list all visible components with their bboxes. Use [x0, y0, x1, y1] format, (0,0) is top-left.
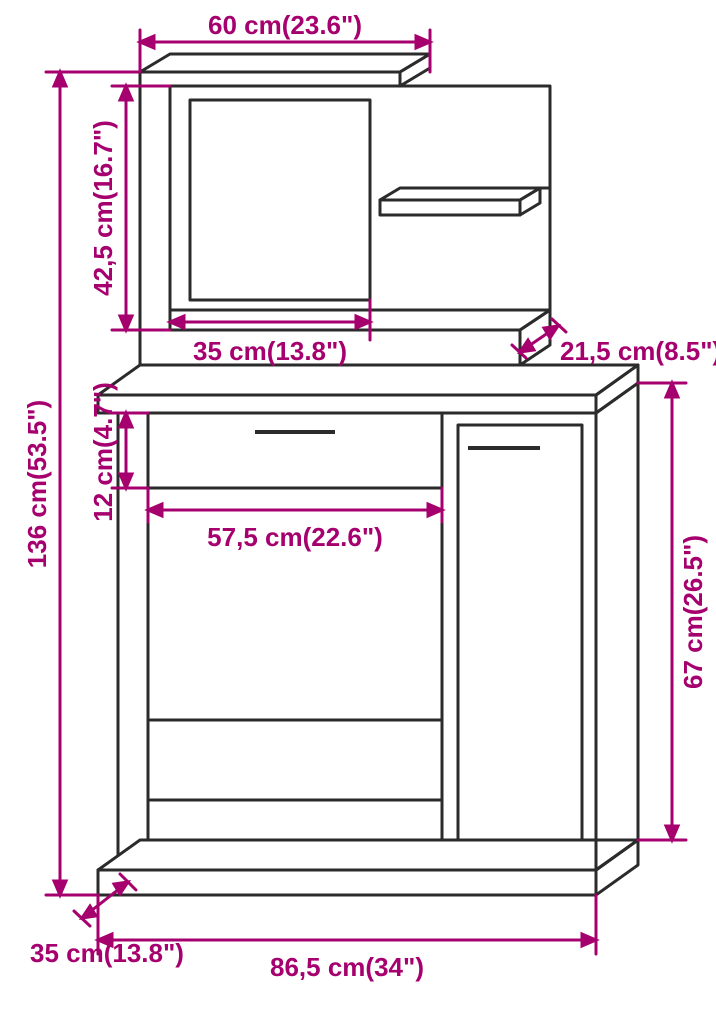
label-total-height: 136 cm(53.5") [22, 400, 52, 568]
label-drawer-width: 57,5 cm(22.6") [207, 522, 383, 552]
label-drawer-height: 12 cm(4.7") [88, 382, 118, 522]
furniture-outline [98, 54, 638, 895]
dimension-drawing: 60 cm(23.6") 42,5 cm(16.7") 136 cm(53.5"… [0, 0, 716, 1013]
dim-depth [74, 874, 136, 926]
label-mirror-height: 42,5 cm(16.7") [88, 120, 118, 296]
label-top-width: 60 cm(23.6") [208, 10, 362, 40]
label-depth: 35 cm(13.8") [30, 938, 184, 968]
label-cabinet-height: 67 cm(26.5") [678, 535, 708, 689]
dim-drawer-width [148, 488, 442, 522]
label-shelf-width: 35 cm(13.8") [193, 336, 347, 366]
label-base-width: 86,5 cm(34") [270, 952, 424, 982]
label-shelf-depth: 21,5 cm(8.5") [560, 336, 716, 366]
